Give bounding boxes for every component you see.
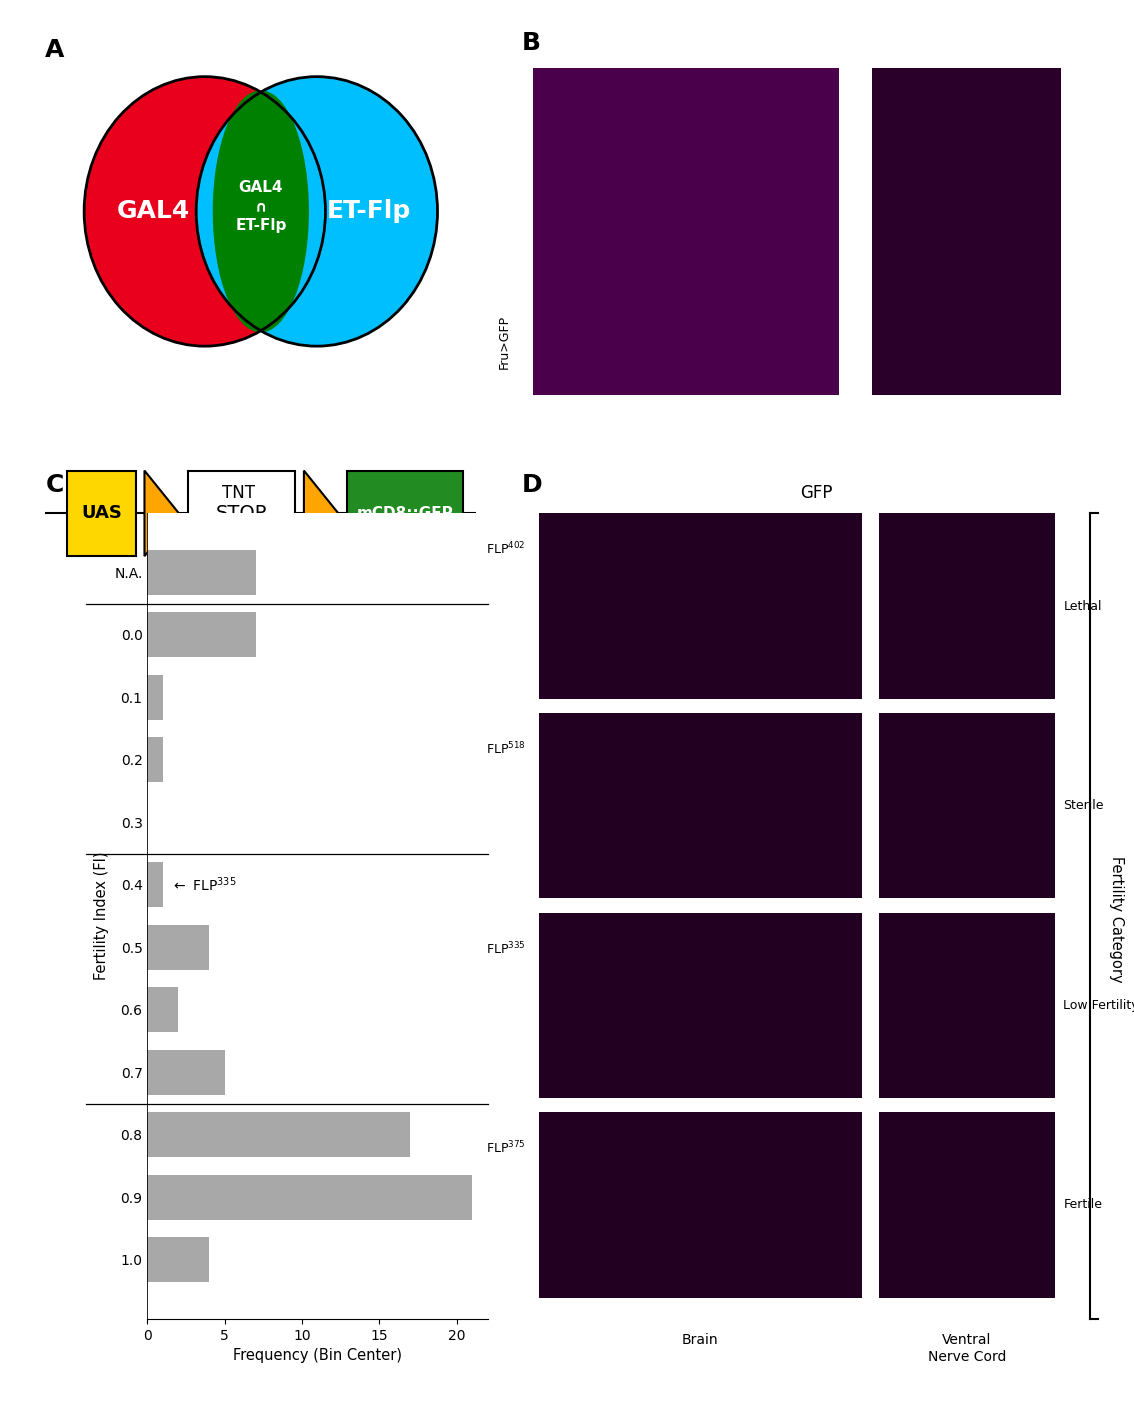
Text: Sterile: Sterile	[1064, 799, 1103, 813]
Text: FLP$^{335}$: FLP$^{335}$	[486, 941, 526, 957]
Bar	[147, 613, 255, 657]
Text: Low Fertility: Low Fertility	[1064, 998, 1134, 1012]
Text: STOP: STOP	[215, 503, 268, 523]
Bar	[147, 1238, 210, 1282]
Text: Lethal: Lethal	[1064, 599, 1102, 613]
Text: C: C	[45, 473, 64, 498]
Text: Fru>GFP: Fru>GFP	[498, 315, 511, 369]
Y-axis label: Fertility Index (FI): Fertility Index (FI)	[94, 851, 109, 981]
Polygon shape	[304, 471, 338, 556]
Text: GFP: GFP	[801, 483, 832, 502]
Text: FLP$^{402}$: FLP$^{402}$	[486, 542, 526, 558]
Text: GAL4: GAL4	[117, 200, 189, 224]
Text: Ventral
Nerve Cord: Ventral Nerve Cord	[928, 1333, 1006, 1363]
Bar	[147, 863, 163, 907]
Bar	[147, 1050, 225, 1095]
Text: FLP$^{375}$: FLP$^{375}$	[486, 1141, 526, 1156]
FancyBboxPatch shape	[347, 471, 464, 556]
Polygon shape	[144, 471, 179, 556]
Circle shape	[84, 77, 325, 347]
Text: FLP$^{518}$: FLP$^{518}$	[485, 742, 526, 757]
Text: Fertility Category: Fertility Category	[1109, 857, 1125, 983]
Text: A: A	[45, 39, 65, 63]
Text: Brain: Brain	[682, 1333, 719, 1348]
Bar	[147, 987, 178, 1032]
Text: mCD8::GFP: mCD8::GFP	[357, 506, 454, 520]
Text: ET-Flp: ET-Flp	[327, 200, 411, 224]
Ellipse shape	[213, 91, 308, 332]
Bar	[147, 674, 163, 720]
Bar	[147, 550, 255, 595]
Bar	[147, 737, 163, 783]
Text: UAS: UAS	[81, 505, 121, 522]
Bar	[147, 925, 210, 970]
Text: TNT: TNT	[221, 483, 255, 502]
Bar	[147, 1112, 411, 1158]
FancyBboxPatch shape	[187, 471, 295, 556]
FancyBboxPatch shape	[67, 471, 136, 556]
Text: $\leftarrow$ FLP$^{335}$: $\leftarrow$ FLP$^{335}$	[170, 876, 236, 894]
Bar	[147, 1175, 472, 1219]
Text: B: B	[522, 31, 541, 56]
Circle shape	[196, 77, 438, 347]
Text: D: D	[522, 473, 542, 498]
Text: GAL4
∩
ET-Flp: GAL4 ∩ ET-Flp	[235, 181, 287, 232]
X-axis label: Frequency (Bin Center): Frequency (Bin Center)	[232, 1349, 403, 1363]
Text: Fertile: Fertile	[1064, 1198, 1102, 1212]
